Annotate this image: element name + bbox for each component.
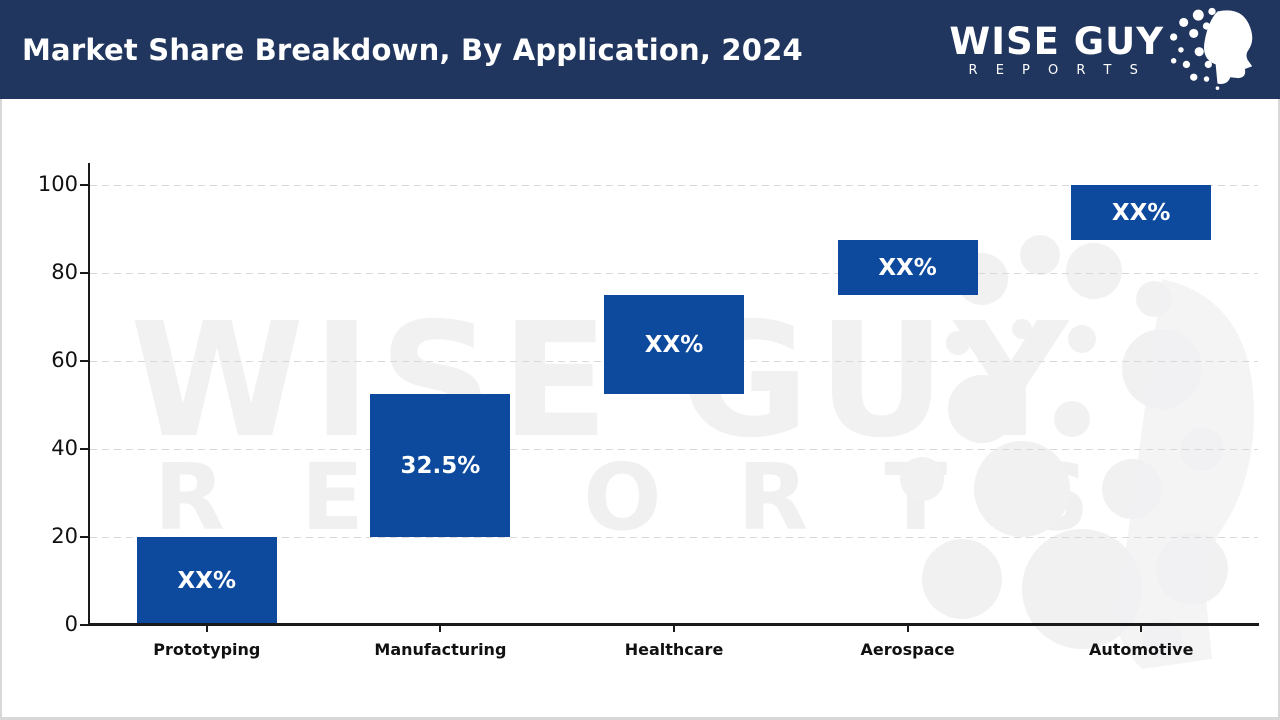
y-gridline [90,272,1258,274]
y-tick-label: 40 [51,436,78,460]
y-tick-mark [80,184,88,186]
chart-area: WISE GUY R E P O R T S 0 20 40 60 80 100 XX% Pr… [0,99,1280,720]
y-tick-label: 80 [51,260,78,284]
bar-value-label: XX% [878,254,937,281]
bar: XX% [1071,185,1212,240]
bar-value-label: XX% [644,331,704,358]
bar-value-label: XX% [1111,199,1171,226]
y-tick-mark [80,536,88,538]
x-tick-mark [205,626,208,632]
bar-value-label: 32.5% [400,452,481,479]
bar: 32.5% [370,394,511,537]
x-category-label: Prototyping [153,640,261,659]
bar: XX% [837,240,978,295]
brand-name: WISE GUY [949,19,1164,63]
page-title: Market Share Breakdown, By Application, … [22,32,803,67]
bar-value-label: XX% [177,568,237,594]
watermark-dotted-head-icon [862,159,1262,683]
y-tick-mark [80,448,88,450]
x-tick-mark [439,626,442,632]
y-tick-label: 100 [37,172,78,196]
brand-subname: R E P O R T S [968,62,1145,78]
y-tick-label: 60 [51,348,78,372]
watermark-brand-name: WISE GUY [130,289,1077,473]
x-category-label: Healthcare [624,640,724,659]
y-tick-mark [80,624,88,626]
x-axis-line [88,623,1259,626]
x-tick-mark [673,626,675,632]
y-axis-line [88,163,90,626]
x-category-label: Manufacturing [374,640,507,659]
y-gridline [90,536,1258,538]
bar: XX% [604,295,744,394]
brand-logo: WISE GUY R E P O R T S [949,6,1258,94]
x-category-label: Aerospace [860,640,955,659]
dotted-head-logo-icon [1166,6,1258,94]
y-tick-mark [80,360,88,362]
y-tick-label: 0 [64,612,78,636]
x-tick-mark [906,626,909,632]
header-bar: Market Share Breakdown, By Application, … [0,0,1280,99]
y-gridline [90,448,1258,450]
x-category-label: Automotive [1088,640,1194,659]
y-tick-mark [80,272,88,274]
brand-logo-text: WISE GUY R E P O R T S [949,23,1164,77]
y-gridline [90,184,1258,186]
y-tick-label: 20 [51,524,78,548]
x-tick-mark [1140,626,1143,632]
bar: XX% [136,537,277,625]
